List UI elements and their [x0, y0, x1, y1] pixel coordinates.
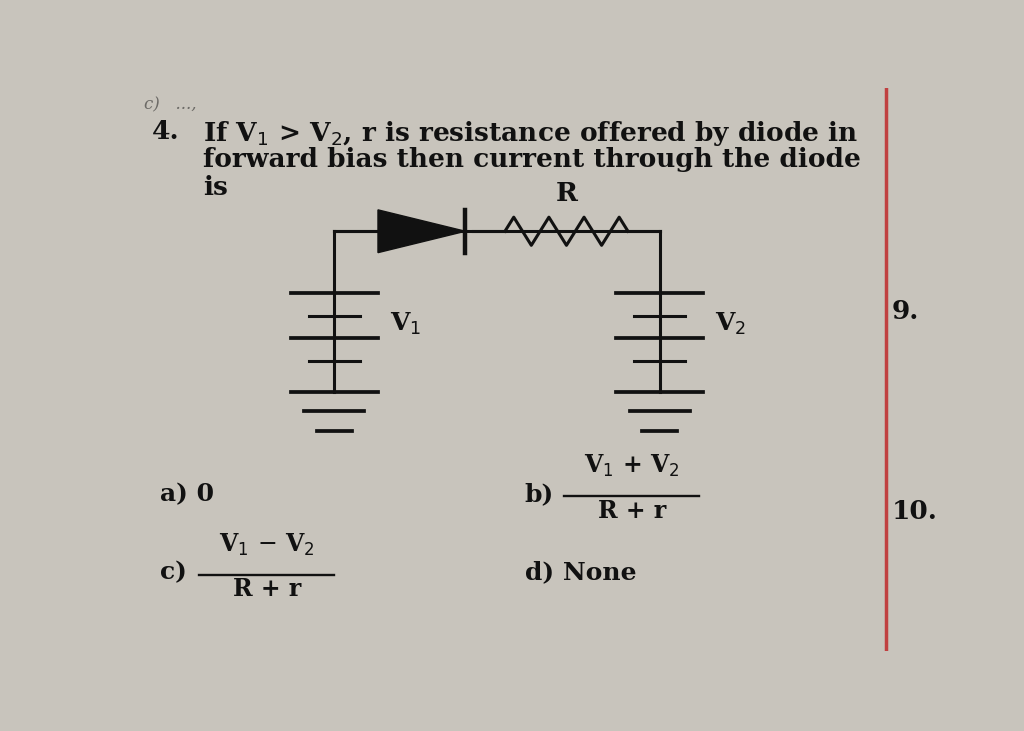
- Text: 10.: 10.: [892, 499, 937, 523]
- Text: V$_2$: V$_2$: [715, 311, 746, 337]
- Text: R: R: [556, 181, 578, 206]
- Text: V$_1$ $-$ V$_2$: V$_1$ $-$ V$_2$: [219, 531, 314, 558]
- Text: V$_1$ + V$_2$: V$_1$ + V$_2$: [584, 452, 680, 479]
- Text: is: is: [204, 175, 228, 200]
- Text: forward bias then current through the diode: forward bias then current through the di…: [204, 147, 861, 172]
- Text: R + r: R + r: [598, 499, 666, 523]
- Polygon shape: [378, 210, 465, 253]
- Text: b): b): [524, 482, 554, 506]
- Text: R + r: R + r: [232, 577, 301, 602]
- Text: V$_1$: V$_1$: [390, 311, 421, 337]
- Text: d) None: d) None: [524, 561, 637, 585]
- Text: c)   ...,: c) ...,: [143, 96, 197, 113]
- Text: If V$_1$ > V$_2$, r is resistance offered by diode in: If V$_1$ > V$_2$, r is resistance offere…: [204, 118, 859, 148]
- Text: a) 0: a) 0: [160, 482, 214, 506]
- Text: c): c): [160, 561, 186, 585]
- Text: 4.: 4.: [152, 118, 179, 144]
- Text: 9.: 9.: [892, 299, 919, 324]
